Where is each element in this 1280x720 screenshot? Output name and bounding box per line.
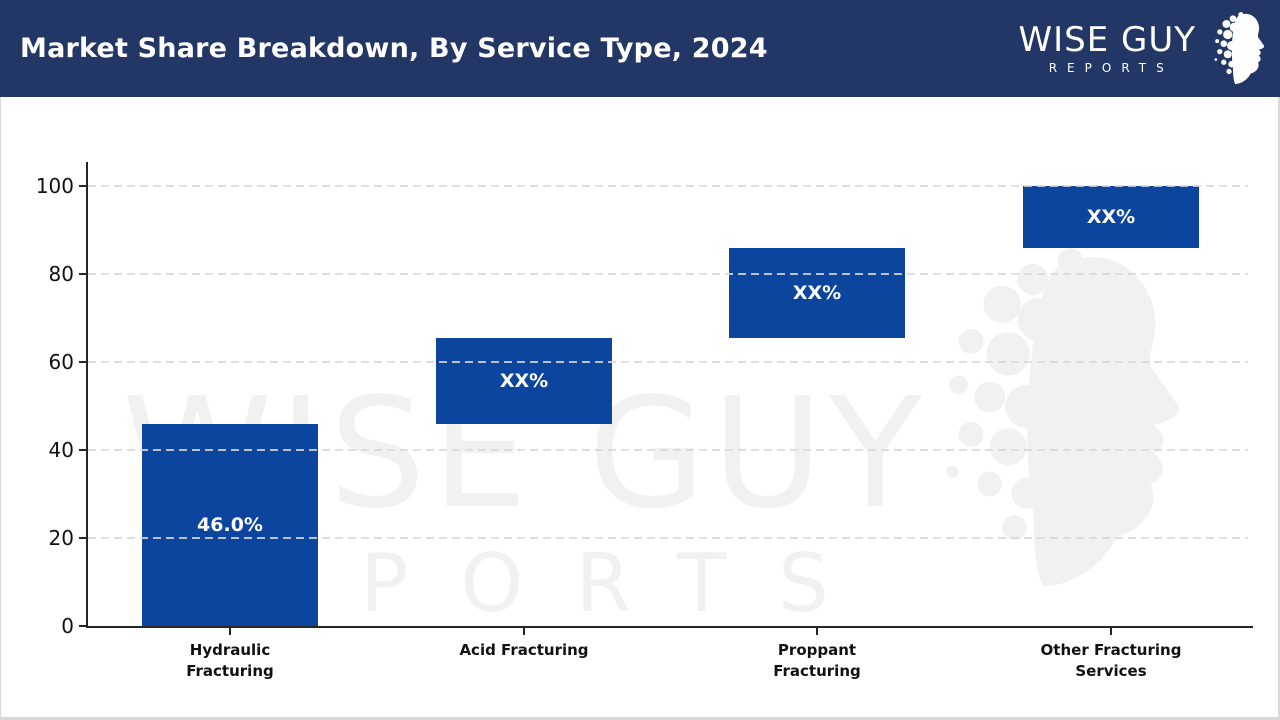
y-tick-label-60: 60 (48, 350, 74, 374)
y-tick-mark-20 (79, 537, 86, 539)
bar-acid-fracturing: XX% (436, 337, 612, 424)
y-tick-label-40: 40 (48, 438, 74, 462)
y-tick-mark-60 (79, 361, 86, 363)
logo-wordmark: WISE GUY (1018, 19, 1196, 60)
y-tick-mark-40 (79, 449, 86, 451)
page-title: Market Share Breakdown, By Service Type,… (20, 33, 768, 64)
x-category-label-acid-fracturing: Acid Fracturing (459, 641, 589, 659)
x-category-label-hydraulic-fracturing: Hydraulic Fracturing (186, 641, 274, 680)
header: Market Share Breakdown, By Service Type,… (0, 0, 1280, 97)
x-tick-mark-hydraulic-fracturing (229, 628, 231, 635)
y-tick-mark-80 (79, 273, 86, 275)
y-tick-label-20: 20 (48, 526, 74, 550)
y-tick-label-80: 80 (48, 262, 74, 286)
bar-hydraulic-fracturing: 46.0% (142, 423, 318, 626)
bar-value-label: 46.0% (197, 513, 263, 536)
wiseguy-logo: WISE GUY REPORTS (1018, 9, 1266, 89)
gridline-40 (88, 449, 1248, 451)
y-tick-mark-100 (79, 185, 86, 187)
y-tick-mark-0 (79, 625, 86, 627)
watermark-head-icon (946, 248, 1180, 587)
y-axis-line (86, 162, 88, 628)
gridline-20 (88, 537, 1248, 539)
bar-value-label: XX% (1086, 206, 1136, 229)
bar-value-label: XX% (499, 369, 549, 392)
x-category-label-proppant-fracturing: Proppant Fracturing (773, 641, 861, 680)
x-tick-mark-other-fracturing-services (1110, 628, 1112, 635)
bar-value-label: XX% (792, 282, 842, 305)
y-tick-label-0: 0 (61, 614, 74, 638)
logo-subtitle: REPORTS (1048, 60, 1174, 75)
bar-proppant-fracturing: XX% (729, 248, 905, 338)
gridline-100 (88, 185, 1248, 187)
chart-area: WISE GUY REPORTS 46.0% XX% XX% XX% 0 20 40 60 80… (0, 97, 1280, 720)
wiseguy-head-icon (1214, 11, 1265, 84)
gridline-60 (88, 361, 1248, 363)
x-axis-line (86, 626, 1253, 628)
gridline-80 (88, 273, 1248, 275)
x-tick-mark-proppant-fracturing (816, 628, 818, 635)
x-category-label-other-fracturing-services: Other Fracturing Services (1040, 641, 1182, 680)
y-tick-label-100: 100 (35, 174, 74, 198)
x-tick-mark-acid-fracturing (523, 628, 525, 635)
bar-other-fracturing-services: XX% (1023, 186, 1199, 249)
